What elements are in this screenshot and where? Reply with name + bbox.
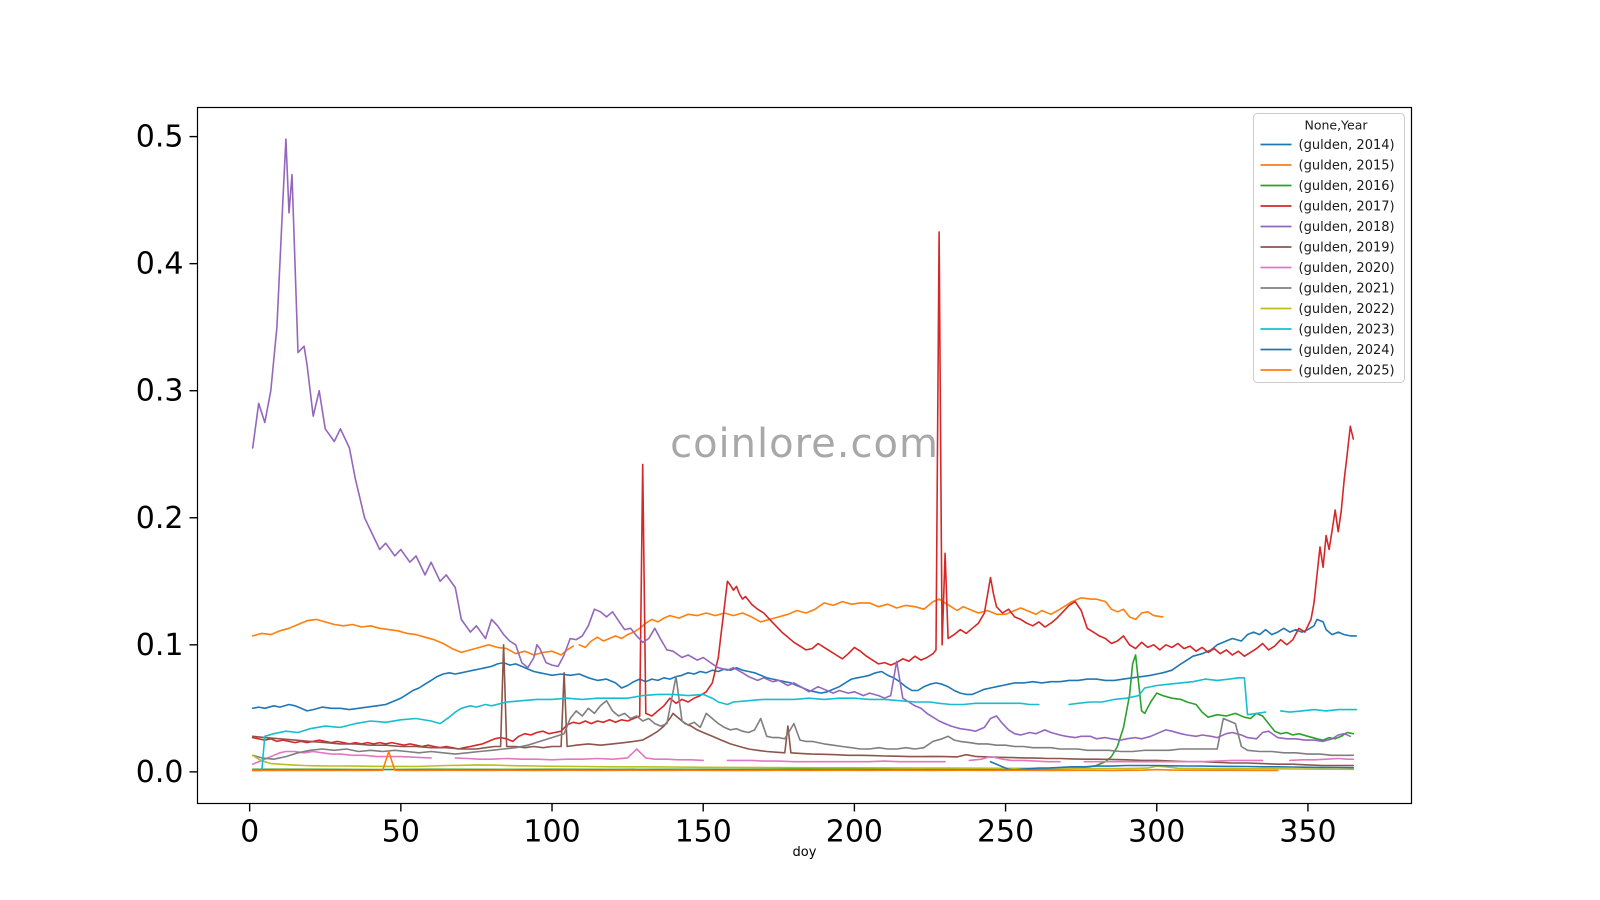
series-line-gulden-2016 — [251, 654, 1355, 771]
legend-label: (gulden, 2023) — [1299, 323, 1395, 338]
legend-entry-2025: (gulden, 2025) — [1260, 364, 1395, 379]
legend-entry-2020: (gulden, 2020) — [1260, 261, 1395, 276]
series-line-gulden-2021 — [251, 675, 1355, 760]
series-line-gulden-2024 — [989, 760, 1355, 771]
legend-label: (gulden, 2019) — [1299, 241, 1395, 256]
legend-label: (gulden, 2020) — [1299, 261, 1395, 276]
legend-entry-2024: (gulden, 2024) — [1260, 343, 1395, 358]
legend-entry-2019: (gulden, 2019) — [1260, 241, 1395, 256]
y-tick-label: 0.1 — [136, 628, 184, 663]
legend-label: (gulden, 2014) — [1299, 138, 1395, 153]
y-tick-label: 0.5 — [136, 120, 184, 155]
legend-label: (gulden, 2024) — [1299, 343, 1395, 358]
x-tick-label: 350 — [1279, 815, 1336, 850]
legend-entry-2016: (gulden, 2016) — [1260, 179, 1395, 194]
series-line-gulden-2020 — [251, 748, 1355, 765]
y-tick-label: 0.3 — [136, 374, 184, 409]
legend-entry-2023: (gulden, 2023) — [1260, 323, 1395, 338]
legend-entry-2018: (gulden, 2018) — [1260, 220, 1395, 235]
legend-label: (gulden, 2015) — [1299, 159, 1395, 174]
y-tick-label: 0.4 — [136, 247, 184, 282]
plot-border — [196, 106, 1413, 805]
legend-label: (gulden, 2021) — [1299, 282, 1395, 297]
x-axis-label: doy — [792, 845, 817, 860]
series-line-gulden-2022 — [251, 754, 1355, 771]
x-tick-label: 300 — [1128, 815, 1185, 850]
x-tick-label: 200 — [826, 815, 883, 850]
legend-entry-2022: (gulden, 2022) — [1260, 302, 1395, 317]
legend-title: None,Year — [1304, 118, 1368, 133]
legend-label: (gulden, 2017) — [1299, 200, 1395, 215]
series-line-gulden-2018 — [251, 138, 1352, 743]
legend-entry-2021: (gulden, 2021) — [1260, 282, 1395, 297]
legend-entry-2015: (gulden, 2015) — [1260, 159, 1395, 174]
legend: None,Year (gulden, 2014) (gulden, 2015) (gu… — [1253, 113, 1405, 383]
legend-label: (gulden, 2018) — [1299, 220, 1395, 235]
legend-entry-2017: (gulden, 2017) — [1260, 200, 1395, 215]
legend-entry-2014: (gulden, 2014) — [1260, 138, 1395, 153]
x-tick-label: 150 — [675, 815, 732, 850]
series-line-gulden-2025 — [251, 750, 1279, 772]
series-line-gulden-2014 — [251, 618, 1358, 712]
x-tick-label: 50 — [382, 815, 420, 850]
x-tick-label: 0 — [240, 815, 259, 850]
series-line-gulden-2023 — [251, 677, 1358, 772]
legend-label: (gulden, 2016) — [1299, 179, 1395, 194]
x-tick-label: 250 — [977, 815, 1034, 850]
x-tick-label: 100 — [523, 815, 580, 850]
legend-box — [1253, 113, 1405, 383]
legend-label: (gulden, 2025) — [1299, 364, 1395, 379]
series-line-gulden-2019 — [251, 644, 1355, 767]
legend-label: (gulden, 2022) — [1299, 302, 1395, 317]
series-line-gulden-2015 — [251, 597, 1164, 656]
y-tick-label: 0.0 — [136, 755, 184, 790]
series-line-gulden-2017 — [251, 231, 1355, 750]
y-tick-label: 0.2 — [136, 501, 184, 536]
